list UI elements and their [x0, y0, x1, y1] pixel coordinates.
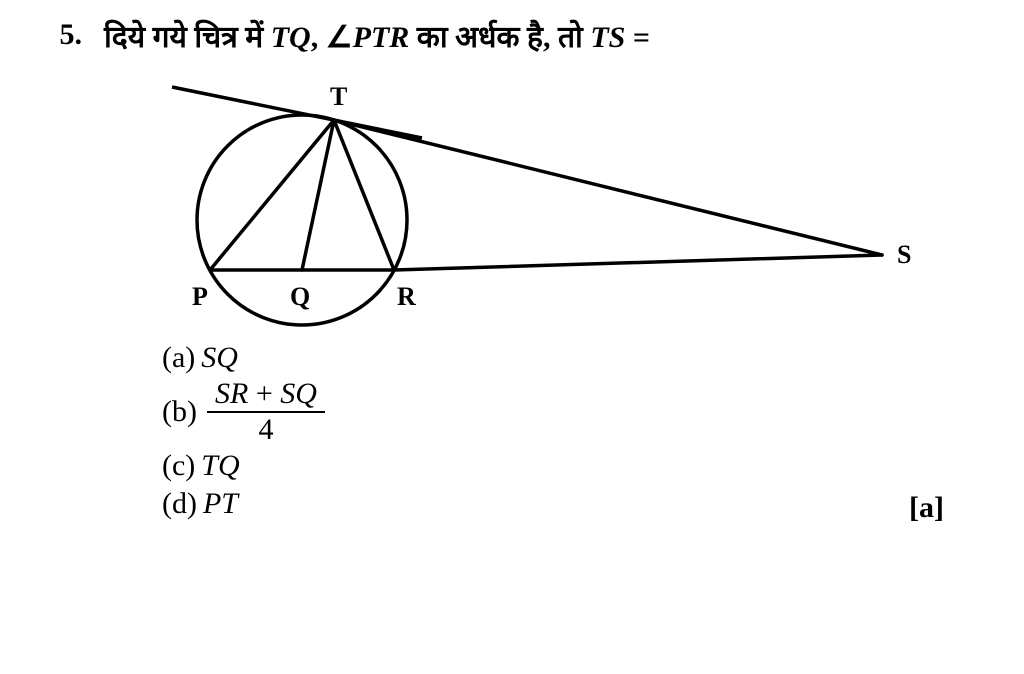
svg-text:S: S: [897, 240, 911, 269]
option-a-label: (a): [162, 341, 195, 375]
var-ptr: PTR: [353, 21, 410, 54]
option-b-fraction: SR + SQ 4: [207, 379, 325, 445]
option-b-denominator: 4: [258, 413, 273, 445]
option-b-label: (b): [162, 395, 197, 429]
svg-text:R: R: [397, 282, 416, 311]
option-b: (b) SR + SQ 4: [162, 379, 984, 445]
option-a: (a) SQ: [162, 341, 984, 375]
stem-eq: =: [625, 21, 650, 54]
option-d-label: (d): [162, 487, 197, 521]
svg-text:P: P: [192, 282, 208, 311]
question-stem: दिये गये चित्र में TQ, ∠PTR का अर्धक है,…: [104, 18, 650, 57]
option-c-text: TQ: [201, 449, 239, 483]
question-number: 5.: [40, 18, 82, 52]
option-a-text: SQ: [201, 341, 238, 375]
stem-pre: दिये गये चित्र में: [104, 21, 271, 54]
option-c-label: (c): [162, 449, 195, 483]
svg-text:T: T: [330, 82, 347, 111]
option-c: (c) TQ: [162, 449, 984, 483]
option-b-numerator: SR + SQ: [207, 379, 325, 413]
geometry-diagram: P Q R T S: [162, 65, 922, 335]
frac-num-plus: +: [248, 377, 280, 410]
frac-num-left: SR: [215, 377, 248, 410]
page: 5. दिये गये चित्र में TQ, ∠PTR का अर्धक …: [0, 0, 1024, 525]
stem-mid1: ,: [311, 21, 326, 54]
angle-symbol: ∠: [326, 21, 353, 54]
answer-text: [a]: [909, 491, 944, 525]
frac-num-right: SQ: [280, 377, 317, 410]
var-ts: TS: [590, 21, 625, 54]
var-tq: TQ: [271, 21, 311, 54]
svg-text:Q: Q: [290, 282, 310, 311]
stem-mid2: का अर्धक है, तो: [409, 21, 590, 54]
figure: P Q R T S: [162, 65, 984, 335]
option-d-text: PT: [203, 487, 238, 521]
question-row: 5. दिये गये चित्र में TQ, ∠PTR का अर्धक …: [40, 18, 984, 57]
